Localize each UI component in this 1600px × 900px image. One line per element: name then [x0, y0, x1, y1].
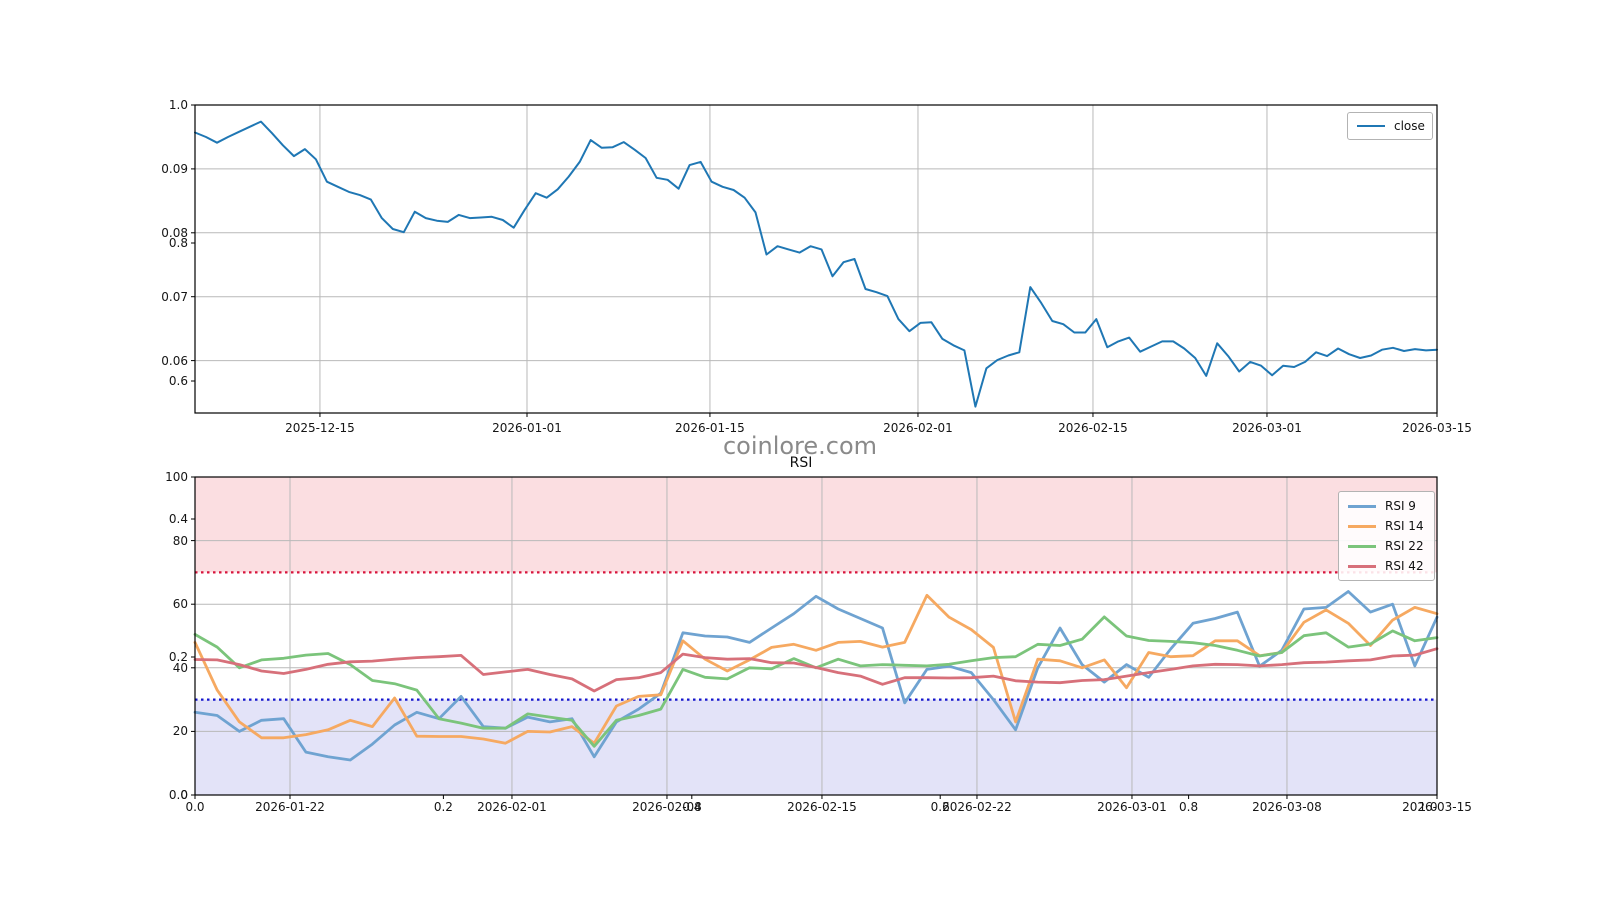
rsi-legend-item: RSI 42: [1348, 559, 1425, 573]
price-x-tick-label: 2026-03-01: [1232, 421, 1302, 435]
figure-x-tick-label: 0.6: [930, 800, 950, 814]
rsi-legend: RSI 9 RSI 14 RSI 22 RSI 42: [1338, 491, 1435, 581]
price-y-tick-label: 0.09: [161, 161, 188, 176]
price-legend: close: [1347, 112, 1433, 140]
figure-x-tick-label: 0.8: [1179, 800, 1199, 814]
figure-y-tick-label: 0.2: [168, 650, 188, 664]
figure-x-tick-label: 0.0: [185, 800, 205, 814]
price-x-tick-label: 2026-02-15: [1058, 421, 1128, 435]
rsi-y-tick-label: 80: [172, 533, 188, 548]
figure-x-tick-label: 0.4: [682, 800, 702, 814]
rsi-x-tick-label: 2026-03-15: [1402, 800, 1472, 814]
oversold-band: [195, 699, 1437, 795]
rsi-9-legend-label: RSI 9: [1385, 499, 1416, 513]
price-x-tick-label: 2026-03-15: [1402, 421, 1472, 435]
rsi-9-line: [193, 590, 1439, 762]
rsi-x-tick-label: 2026-02-01: [477, 800, 547, 814]
price-y-tick-label: 0.08: [161, 225, 188, 240]
overbought-band: [195, 477, 1437, 573]
rsi-x-tick-label: 2026-03-01: [1097, 800, 1167, 814]
rsi-x-tick-label: 2026-02-15: [787, 800, 857, 814]
rsi-chart-title: RSI: [789, 455, 813, 471]
watermark: coinlore.com: [722, 432, 878, 460]
price-x-tick-label: 2026-01-15: [675, 421, 745, 435]
rsi-42-legend-line: [1348, 564, 1376, 568]
price-plot-border: [194, 104, 1438, 414]
rsi-22-legend-line: [1348, 544, 1376, 548]
rsi-42-line: [193, 647, 1439, 693]
rsi-y-tick-label: 40: [172, 660, 188, 675]
rsi-y-tick-label: 20: [172, 724, 188, 739]
rsi-legend-item: RSI 14: [1348, 519, 1425, 533]
figure-x-tick-label: 1.0: [1418, 800, 1438, 814]
figure-y-tick-label: 0.8: [168, 236, 188, 250]
figure-y-tick-label: 0.0: [168, 788, 188, 802]
rsi-legend-item: RSI 9: [1348, 499, 1425, 513]
rsi-x-tick-label: 2026-02-08: [632, 800, 702, 814]
rsi-x-tick-label: 2026-03-08: [1252, 800, 1322, 814]
rsi-9-legend-line: [1348, 504, 1376, 508]
price-x-tick-label: 2025-12-15: [285, 421, 355, 435]
rsi-42-legend-label: RSI 42: [1385, 559, 1424, 573]
figure-x-tick-label: 0.2: [433, 800, 453, 814]
close-legend-line: [1357, 125, 1385, 127]
rsi-y-tick-label: 60: [172, 597, 188, 612]
rsi-x-tick-label: 2026-02-22: [942, 800, 1012, 814]
figure-y-tick-label: 1.0: [168, 98, 188, 112]
rsi-14-legend-line: [1348, 524, 1376, 528]
price-x-tick-label: 2026-01-01: [492, 421, 562, 435]
close-line: [194, 120, 1438, 408]
price-y-tick-label: 0.06: [161, 353, 188, 368]
close-legend-label: close: [1394, 119, 1425, 133]
figure-y-tick-label: 0.6: [168, 374, 188, 388]
price-y-tick-label: 0.07: [161, 289, 188, 304]
rsi-x-tick-label: 2026-01-22: [255, 800, 325, 814]
price-x-tick-label: 2026-02-01: [883, 421, 953, 435]
rsi-legend-item: RSI 22: [1348, 539, 1425, 553]
rsi-22-legend-label: RSI 22: [1385, 539, 1424, 553]
rsi-14-legend-label: RSI 14: [1385, 519, 1424, 533]
rsi-y-tick-label: 0: [180, 788, 188, 802]
figure-y-tick-label: 0.4: [168, 512, 188, 526]
rsi-y-tick-label: 100: [165, 470, 188, 484]
rsi-14-line: [193, 593, 1439, 745]
rsi-plot-border: [194, 476, 1438, 796]
